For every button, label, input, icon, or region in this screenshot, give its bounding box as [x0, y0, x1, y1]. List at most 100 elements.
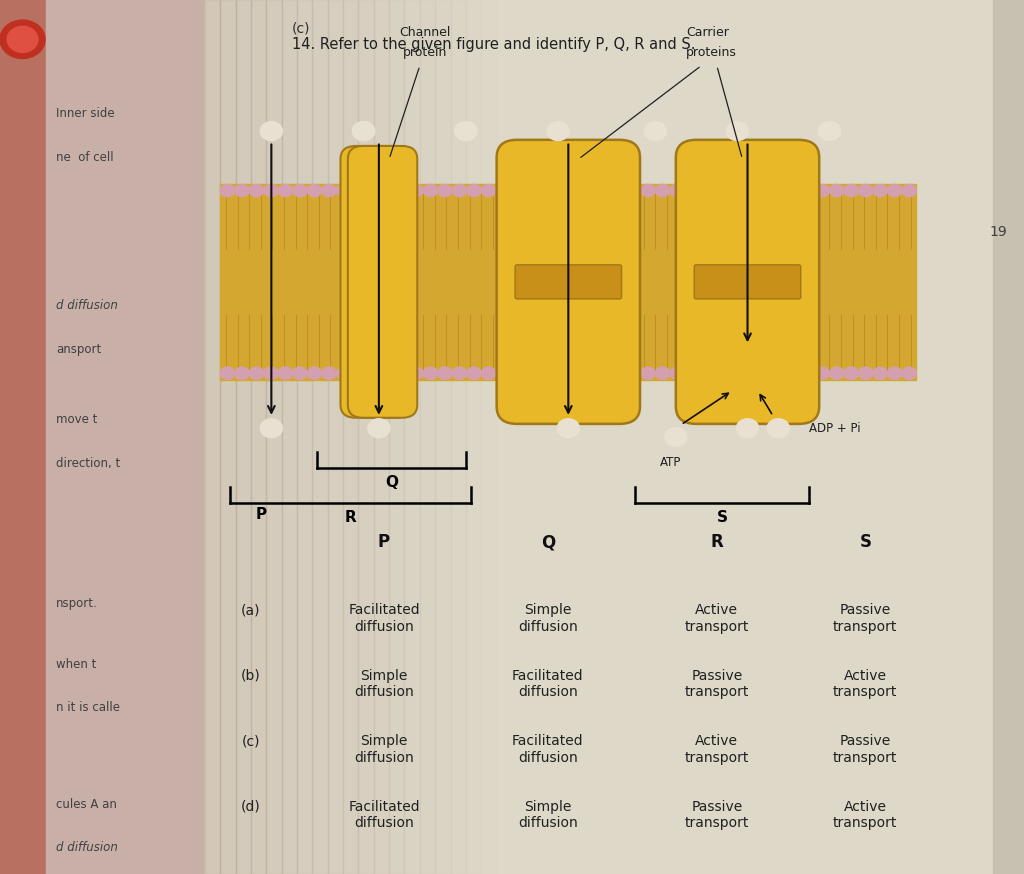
- Text: Simple
diffusion: Simple diffusion: [354, 669, 414, 699]
- Text: S: S: [859, 533, 871, 551]
- Text: Channel: Channel: [399, 26, 451, 39]
- Circle shape: [858, 184, 872, 197]
- Circle shape: [771, 367, 785, 379]
- Text: Facilitated
diffusion: Facilitated diffusion: [348, 603, 420, 634]
- Circle shape: [525, 367, 540, 379]
- Circle shape: [726, 121, 749, 141]
- Circle shape: [873, 184, 888, 197]
- Circle shape: [888, 184, 902, 197]
- Circle shape: [655, 367, 670, 379]
- FancyBboxPatch shape: [676, 140, 819, 424]
- Circle shape: [818, 121, 841, 141]
- Circle shape: [844, 184, 858, 197]
- Text: n it is calle: n it is calle: [56, 702, 121, 714]
- Circle shape: [888, 367, 902, 379]
- Circle shape: [423, 184, 437, 197]
- Circle shape: [496, 184, 510, 197]
- Bar: [435, 0, 451, 874]
- Circle shape: [453, 367, 467, 379]
- Circle shape: [423, 367, 437, 379]
- Text: proteins: proteins: [686, 45, 737, 59]
- FancyBboxPatch shape: [348, 146, 418, 418]
- Circle shape: [873, 367, 888, 379]
- Circle shape: [540, 367, 554, 379]
- Circle shape: [801, 184, 815, 197]
- Circle shape: [394, 184, 409, 197]
- Bar: [389, 0, 404, 874]
- Circle shape: [352, 121, 375, 141]
- Circle shape: [612, 184, 627, 197]
- Bar: [404, 0, 420, 874]
- Text: (b): (b): [241, 669, 261, 683]
- Bar: [266, 0, 282, 874]
- Bar: [205, 0, 220, 874]
- Circle shape: [786, 367, 801, 379]
- Text: when t: when t: [56, 658, 96, 670]
- Bar: [46, 0, 205, 874]
- Circle shape: [699, 367, 714, 379]
- Circle shape: [409, 184, 423, 197]
- Text: R: R: [711, 533, 723, 551]
- Circle shape: [260, 121, 283, 141]
- Circle shape: [627, 184, 641, 197]
- Circle shape: [279, 184, 293, 197]
- Circle shape: [699, 184, 714, 197]
- Text: Inner side: Inner side: [56, 108, 115, 120]
- Circle shape: [670, 184, 684, 197]
- Text: (c): (c): [292, 22, 310, 36]
- Bar: [328, 0, 343, 874]
- Circle shape: [829, 367, 844, 379]
- Text: Simple
diffusion: Simple diffusion: [518, 800, 578, 830]
- Circle shape: [583, 367, 597, 379]
- Text: Passive
transport: Passive transport: [685, 800, 749, 830]
- Circle shape: [597, 184, 611, 197]
- Circle shape: [366, 184, 380, 197]
- Text: Q: Q: [541, 533, 555, 551]
- Text: R: R: [345, 510, 356, 524]
- Circle shape: [641, 184, 655, 197]
- Text: Q: Q: [385, 475, 398, 489]
- Text: d diffusion: d diffusion: [56, 842, 118, 854]
- Text: P: P: [378, 533, 390, 551]
- Circle shape: [322, 184, 336, 197]
- Bar: [236, 0, 251, 874]
- Text: 14. Refer to the given figure and identify P, Q, R and S.: 14. Refer to the given figure and identi…: [292, 37, 695, 52]
- Circle shape: [467, 184, 481, 197]
- Circle shape: [786, 184, 801, 197]
- Bar: [297, 0, 312, 874]
- Circle shape: [815, 184, 829, 197]
- Circle shape: [438, 184, 453, 197]
- Bar: [420, 0, 435, 874]
- Circle shape: [0, 20, 45, 59]
- Circle shape: [815, 367, 829, 379]
- Text: Facilitated
diffusion: Facilitated diffusion: [512, 734, 584, 765]
- Circle shape: [293, 184, 307, 197]
- FancyBboxPatch shape: [515, 265, 622, 299]
- Circle shape: [714, 184, 728, 197]
- Circle shape: [627, 367, 641, 379]
- Circle shape: [684, 367, 698, 379]
- Text: protein: protein: [402, 45, 447, 59]
- Circle shape: [644, 121, 667, 141]
- Circle shape: [510, 367, 524, 379]
- Circle shape: [249, 184, 263, 197]
- Circle shape: [767, 419, 790, 438]
- Circle shape: [249, 367, 263, 379]
- Bar: [282, 0, 297, 874]
- Circle shape: [351, 184, 366, 197]
- Circle shape: [307, 367, 322, 379]
- Bar: [220, 0, 236, 874]
- Bar: [466, 0, 481, 874]
- Circle shape: [665, 427, 687, 447]
- Circle shape: [264, 367, 279, 379]
- Circle shape: [510, 184, 524, 197]
- Bar: [497, 0, 512, 874]
- Circle shape: [554, 184, 568, 197]
- Circle shape: [293, 367, 307, 379]
- Circle shape: [279, 367, 293, 379]
- Text: Active
transport: Active transport: [834, 800, 897, 830]
- Bar: [451, 0, 466, 874]
- Circle shape: [771, 184, 785, 197]
- Text: ansport: ansport: [56, 343, 101, 356]
- Circle shape: [366, 367, 380, 379]
